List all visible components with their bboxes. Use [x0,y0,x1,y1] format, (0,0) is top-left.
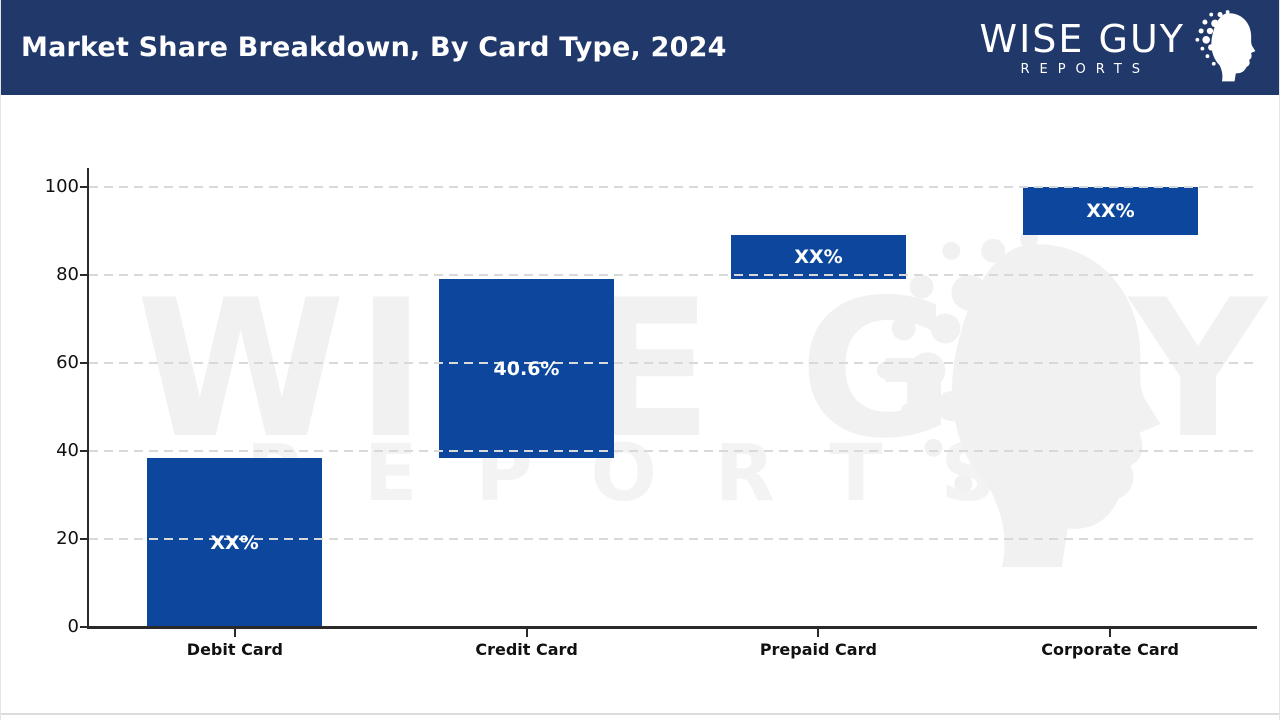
bar-credit-card [439,279,614,459]
y-tick-label-80: 80 [56,264,79,285]
watermark-reports-text: REPORTS [246,429,1055,519]
y-tick-mark-40 [80,450,88,452]
x-tick-mark-credit-card [525,629,528,637]
gridline-40 [89,450,1256,452]
y-tick-mark-100 [80,186,88,188]
gridline-80 [89,274,1256,276]
bar-corporate-card [1023,187,1198,236]
bar-value-label-prepaid-card: XX% [794,246,843,269]
x-tick-mark-corporate-card [1109,629,1112,637]
header-bar: Market Share Breakdown, By Card Type, 20… [1,0,1279,95]
wise-guy-reports-logo: WISE GUY REPORTS [980,7,1263,89]
x-category-label-credit-card: Credit Card [475,640,578,659]
y-tick-mark-60 [80,362,88,364]
page-title: Market Share Breakdown, By Card Type, 20… [21,32,727,63]
logo-face-icon [1195,9,1256,81]
y-tick-label-0: 0 [67,616,79,637]
y-tick-label-20: 20 [56,528,79,549]
bar-debit-card [147,458,322,627]
y-tick-mark-20 [80,538,88,540]
bar-value-label-corporate-card: XX% [1086,200,1135,223]
bottom-divider [1,713,1279,715]
y-axis-line [87,168,89,628]
bar-value-label-debit-card: XX% [210,531,259,554]
logo-reports-label: REPORTS [1020,61,1151,77]
bar-value-label-credit-card: 40.6% [493,357,560,380]
x-category-label-debit-card: Debit Card [186,640,283,659]
gridline-60 [89,362,1256,364]
logo-text: WISE GUY REPORTS [980,20,1185,76]
y-tick-label-40: 40 [56,440,79,461]
gridline-20 [89,538,1256,540]
y-tick-mark-0 [80,626,88,628]
x-axis-line [87,626,1257,629]
x-category-label-corporate-card: Corporate Card [1041,640,1179,659]
y-tick-label-100: 100 [44,176,79,197]
gridline-100 [89,186,1256,188]
y-tick-mark-80 [80,274,88,276]
y-tick-label-60: 60 [56,352,79,373]
x-tick-mark-debit-card [233,629,236,637]
watermark-wiseguy-text: WISE GUY [136,259,1277,480]
x-tick-mark-prepaid-card [817,629,820,637]
logo-wiseguy-label: WISE GUY [979,16,1185,61]
x-category-label-prepaid-card: Prepaid Card [759,640,877,659]
